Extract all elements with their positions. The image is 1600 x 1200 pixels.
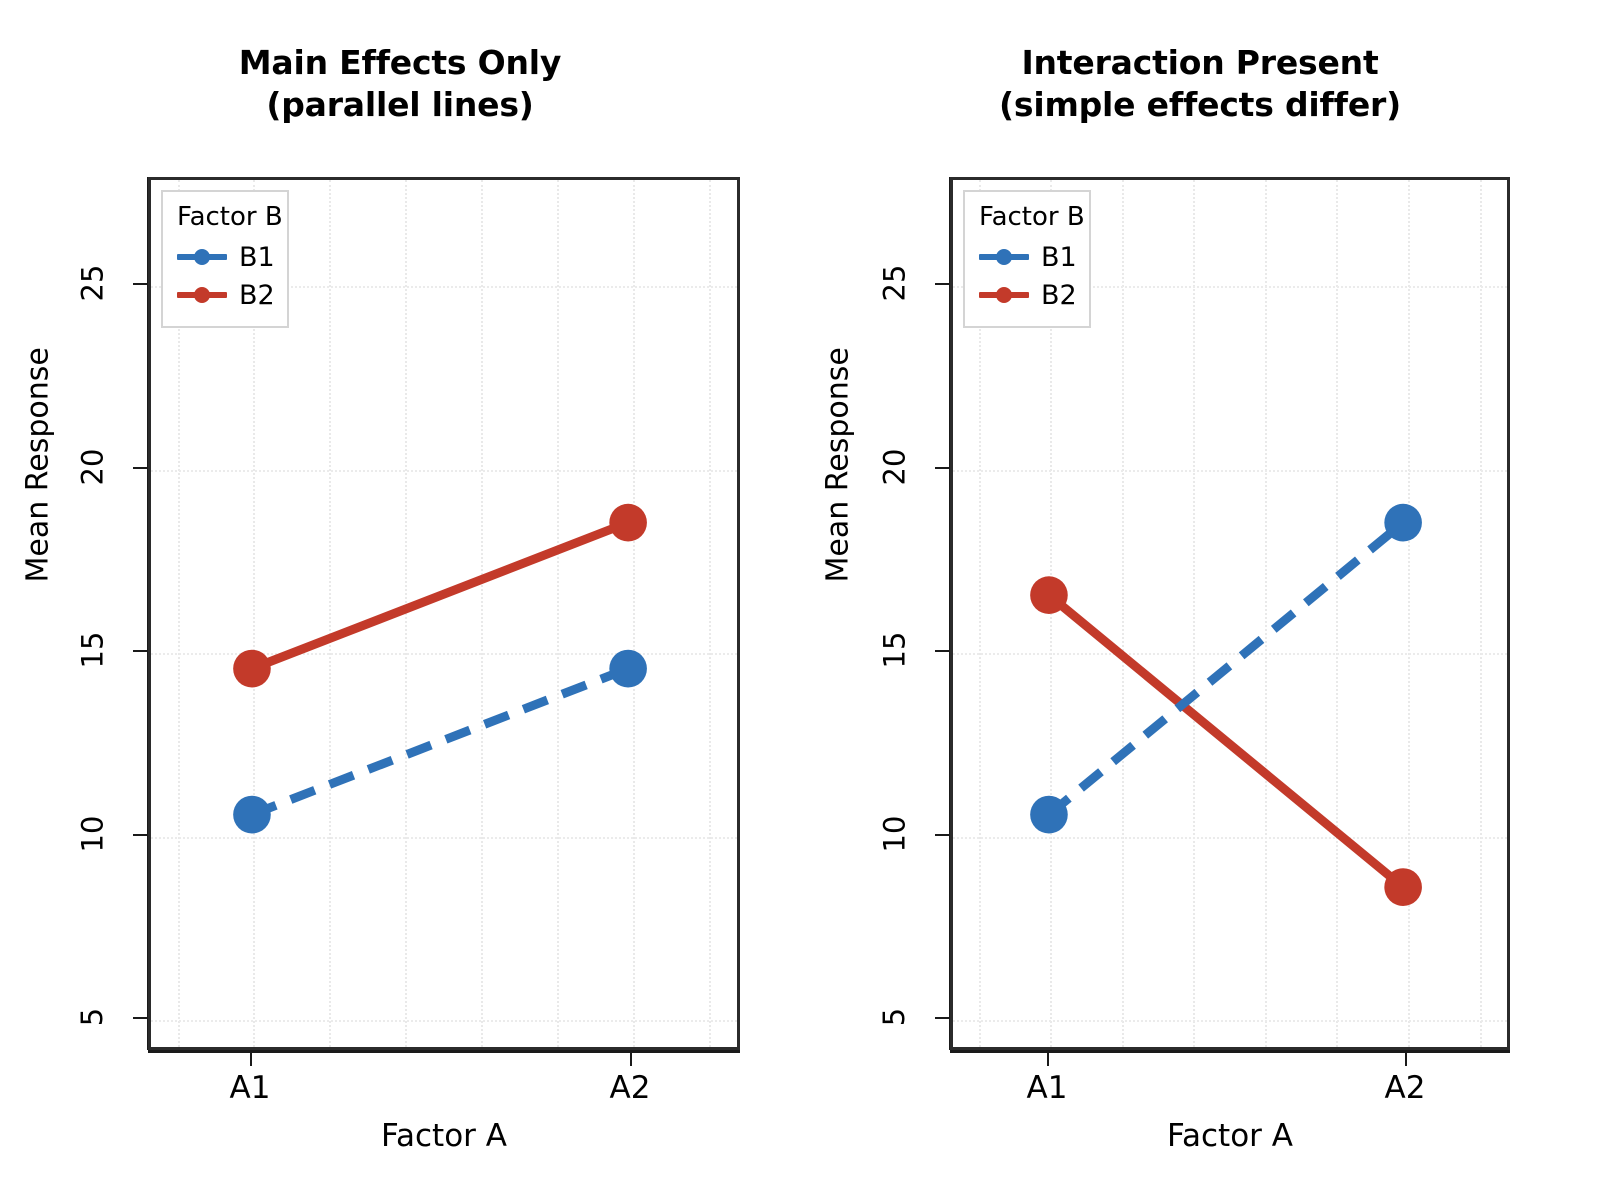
y-tick-right-25 — [935, 283, 949, 285]
panel-title-left: Main Effects Only (parallel lines) — [0, 42, 800, 126]
legend-label-b1: B1 — [239, 241, 275, 273]
series-layer-left — [233, 503, 647, 834]
x-tick-label-left-a1: A1 — [229, 1070, 271, 1106]
gridline-h — [151, 837, 737, 839]
legend-title: Factor B — [177, 202, 283, 232]
legend-swatch-b2-icon — [177, 282, 227, 308]
gridline-h — [151, 286, 737, 288]
panel-title-right: Interaction Present (simple effects diff… — [800, 42, 1600, 126]
data-point-b2-a2 — [1384, 868, 1422, 906]
series-line-b2 — [247, 518, 633, 674]
y-tick-left-20 — [133, 467, 147, 469]
y-tick-left-25 — [133, 283, 147, 285]
panel-title-left-line2: (parallel lines) — [266, 85, 534, 125]
series-line-b2 — [1044, 590, 1408, 892]
data-point-b1-a1 — [233, 795, 271, 834]
gridline-v — [1193, 180, 1195, 1047]
y-tick-right-5 — [935, 1017, 949, 1019]
x-tick-left-a1 — [250, 1050, 252, 1066]
x-tick-label-left-a2: A2 — [609, 1070, 651, 1106]
legend-swatch-b1-icon — [177, 244, 227, 270]
legend-label-b2: B2 — [1041, 279, 1077, 311]
legend-title: Factor B — [979, 202, 1085, 232]
gridline-h — [151, 470, 737, 472]
gridline-v — [1122, 180, 1124, 1047]
x-tick-right-a1 — [1047, 1050, 1049, 1066]
legend-item-b1[interactable]: B1 — [979, 238, 1077, 276]
legend-label-b2: B2 — [239, 279, 275, 311]
legend-left[interactable]: Factor B B1 B2 — [161, 190, 289, 328]
data-point-b2-a2 — [609, 503, 647, 542]
series-line-b1 — [1046, 519, 1406, 819]
y-tick-left-10 — [133, 834, 147, 836]
gridline-v — [1480, 180, 1482, 1047]
legend-item-b2[interactable]: B2 — [177, 276, 275, 314]
panel-main-effects: Main Effects Only (parallel lines) Mean … — [0, 42, 800, 1154]
x-axis-title-left: Factor A — [381, 1118, 507, 1154]
legend-right[interactable]: Factor B B1 B2 — [963, 190, 1091, 328]
series-layer-right — [1030, 503, 1422, 906]
panel-title-right-line1: Interaction Present — [1021, 43, 1379, 82]
y-tick-right-20 — [935, 467, 949, 469]
gridline-h — [953, 837, 1507, 839]
y-tick-right-15 — [935, 650, 949, 652]
gridline-h — [953, 653, 1507, 655]
gridline-h — [953, 1020, 1507, 1022]
gridline-v — [709, 180, 711, 1047]
x-tick-left-a2 — [630, 1050, 632, 1066]
panel-title-left-line1: Main Effects Only — [238, 43, 562, 82]
gridline-h — [151, 653, 737, 655]
x-axis-line-right — [950, 1050, 1510, 1053]
data-point-b2-a1 — [233, 649, 271, 688]
series-line-b1 — [250, 664, 630, 819]
data-point-b1-a2 — [609, 649, 647, 688]
y-tick-left-5 — [133, 1017, 147, 1019]
gridline-v — [1408, 180, 1410, 1047]
y-axis-title-left: Mean Response — [20, 347, 56, 583]
gridline-h — [151, 1020, 737, 1022]
gridline-v — [557, 180, 559, 1047]
data-point-b2-a1 — [1030, 576, 1068, 614]
y-axis-title-right: Mean Response — [820, 347, 856, 583]
legend-swatch-b2-icon — [979, 282, 1029, 308]
gridline-v — [633, 180, 635, 1047]
x-tick-right-a2 — [1405, 1050, 1407, 1066]
x-axis-line-left — [148, 1050, 740, 1053]
x-tick-label-right-a2: A2 — [1384, 1070, 1426, 1106]
gridline-h — [953, 286, 1507, 288]
gridline-v — [979, 180, 981, 1047]
gridline-v — [329, 180, 331, 1047]
gridline-v — [178, 180, 180, 1047]
x-axis-title-right: Factor A — [1167, 1118, 1293, 1154]
x-tick-label-right-a1: A1 — [1026, 1070, 1068, 1106]
legend-label-b1: B1 — [1041, 241, 1077, 273]
panel-title-right-line2: (simple effects differ) — [999, 85, 1401, 125]
gridline-v — [1336, 180, 1338, 1047]
gridline-v — [253, 180, 255, 1047]
legend-item-b2[interactable]: B2 — [979, 276, 1077, 314]
legend-swatch-b1-icon — [979, 244, 1029, 270]
gridline-h — [953, 470, 1507, 472]
gridline-v — [481, 180, 483, 1047]
gridline-v — [1265, 180, 1267, 1047]
y-tick-left-15 — [133, 650, 147, 652]
panel-interaction: Interaction Present (simple effects diff… — [800, 0, 1600, 1200]
data-point-b1-a1 — [1030, 795, 1068, 834]
data-point-b1-a2 — [1384, 503, 1422, 542]
y-tick-right-10 — [935, 834, 949, 836]
legend-item-b1[interactable]: B1 — [177, 238, 275, 276]
